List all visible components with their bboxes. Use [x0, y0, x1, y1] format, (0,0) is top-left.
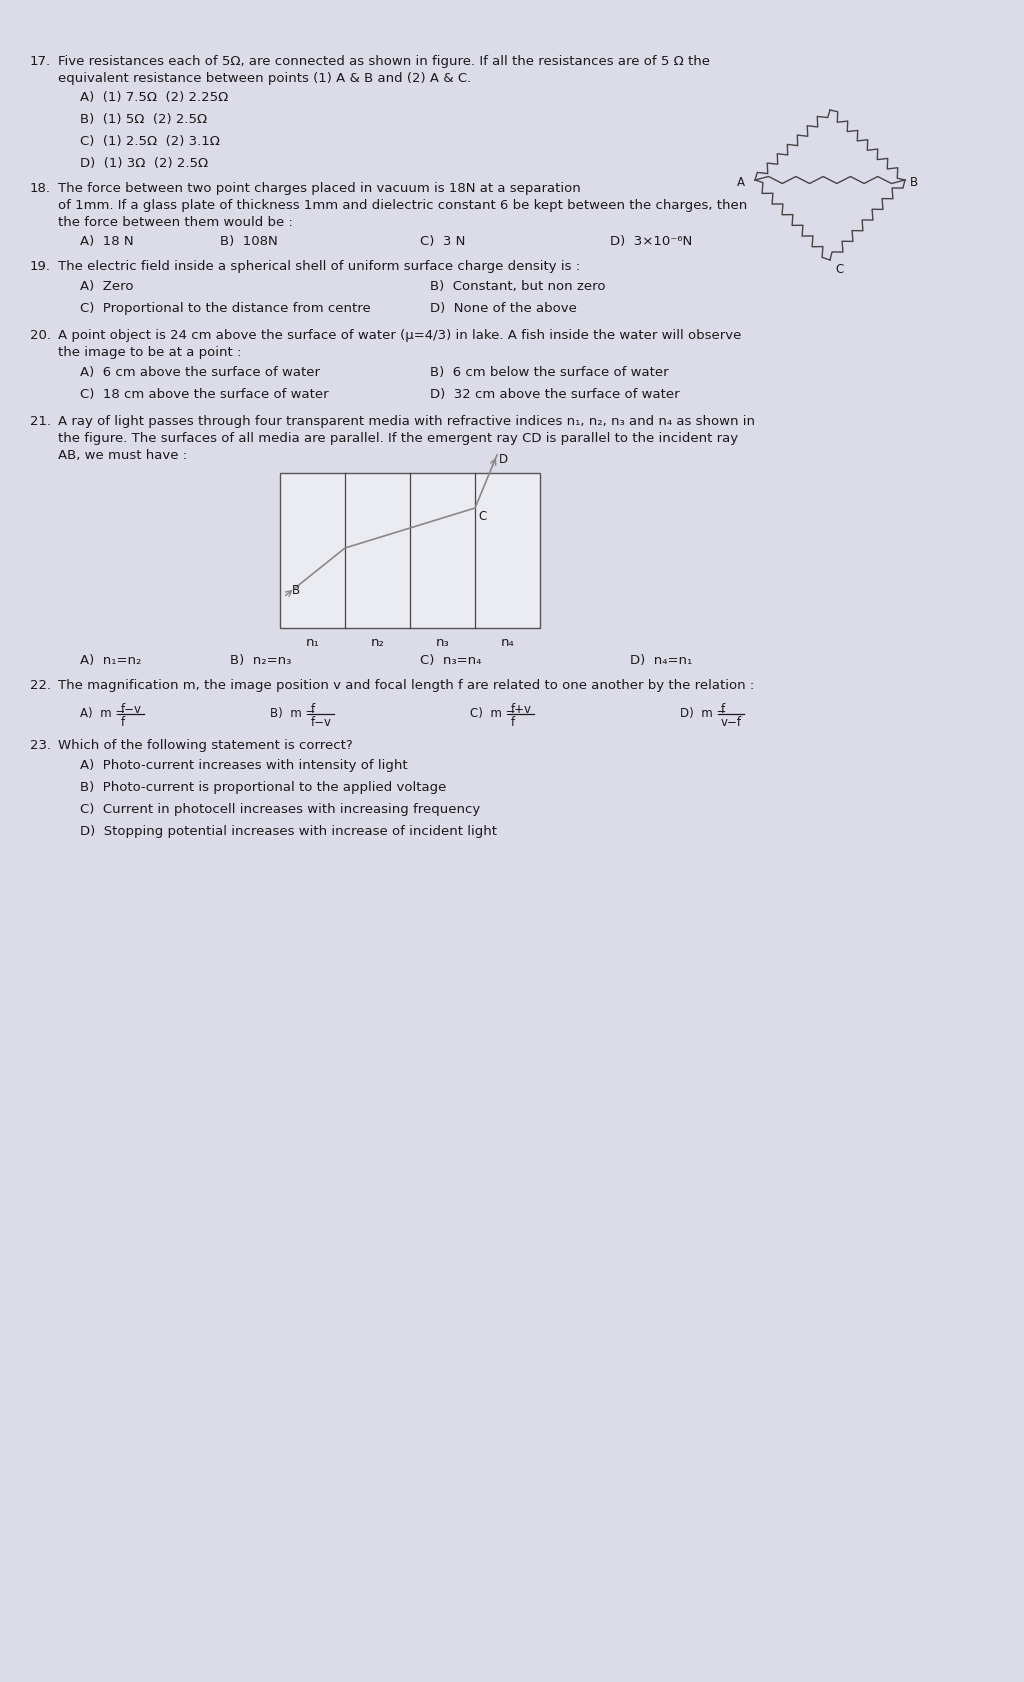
Text: D)  Stopping potential increases with increase of incident light: D) Stopping potential increases with inc…: [80, 824, 497, 838]
Text: the force between them would be :: the force between them would be :: [58, 215, 293, 229]
Text: A)  m =: A) m =: [80, 706, 125, 720]
Text: A)  (1) 7.5Ω  (2) 2.25Ω: A) (1) 7.5Ω (2) 2.25Ω: [80, 91, 228, 104]
Text: 17.: 17.: [30, 56, 51, 67]
Text: n₁: n₁: [305, 636, 319, 649]
Bar: [280, 473, 540, 627]
Text: B: B: [910, 177, 919, 188]
Text: f: f: [510, 717, 514, 728]
Text: f: f: [121, 717, 125, 728]
Text: A)  Zero: A) Zero: [80, 279, 133, 293]
Text: B)  Photo-current is proportional to the applied voltage: B) Photo-current is proportional to the …: [80, 780, 446, 794]
Text: equivalent resistance between points (1) A & B and (2) A & C.: equivalent resistance between points (1)…: [58, 72, 471, 86]
Text: C)  (1) 2.5Ω  (2) 3.1Ω: C) (1) 2.5Ω (2) 3.1Ω: [80, 135, 220, 148]
Text: C)  m =: C) m =: [470, 706, 515, 720]
Text: A)  18 N: A) 18 N: [80, 235, 133, 247]
Text: A ray of light passes through four transparent media with refractive indices n₁,: A ray of light passes through four trans…: [58, 415, 755, 427]
Text: f−v: f−v: [310, 717, 332, 728]
Text: AB, we must have :: AB, we must have :: [58, 449, 187, 463]
Text: The electric field inside a spherical shell of uniform surface charge density is: The electric field inside a spherical sh…: [58, 261, 581, 272]
Text: 21.: 21.: [30, 415, 51, 427]
Text: B)  n₂=n₃: B) n₂=n₃: [230, 654, 292, 668]
Text: A)  Photo-current increases with intensity of light: A) Photo-current increases with intensit…: [80, 759, 408, 772]
Text: n₃: n₃: [435, 636, 450, 649]
Text: B: B: [292, 584, 300, 597]
Text: 20.: 20.: [30, 330, 51, 341]
Text: The force between two point charges placed in vacuum is 18N at a separation: The force between two point charges plac…: [58, 182, 581, 195]
Text: C)  18 cm above the surface of water: C) 18 cm above the surface of water: [80, 389, 329, 400]
Text: of 1mm. If a glass plate of thickness 1mm and dielectric constant 6 be kept betw: of 1mm. If a glass plate of thickness 1m…: [58, 198, 748, 212]
Text: B)  (1) 5Ω  (2) 2.5Ω: B) (1) 5Ω (2) 2.5Ω: [80, 113, 207, 126]
Text: A)  n₁=n₂: A) n₁=n₂: [80, 654, 141, 668]
Text: C)  Current in photocell increases with increasing frequency: C) Current in photocell increases with i…: [80, 802, 480, 816]
Text: the figure. The surfaces of all media are parallel. If the emergent ray CD is pa: the figure. The surfaces of all media ar…: [58, 432, 738, 446]
Text: B)  6 cm below the surface of water: B) 6 cm below the surface of water: [430, 367, 669, 378]
Text: Five resistances each of 5Ω, are connected as shown in figure. If all the resist: Five resistances each of 5Ω, are connect…: [58, 56, 710, 67]
Text: C: C: [478, 510, 486, 523]
Text: v−f: v−f: [721, 717, 741, 728]
Text: n₄: n₄: [501, 636, 514, 649]
Text: D)  3×10⁻⁶N: D) 3×10⁻⁶N: [610, 235, 692, 247]
Text: D: D: [499, 452, 508, 466]
Text: D)  None of the above: D) None of the above: [430, 303, 577, 315]
Text: f: f: [721, 703, 725, 717]
Text: f: f: [310, 703, 314, 717]
Text: B)  m =: B) m =: [270, 706, 315, 720]
Text: C)  3 N: C) 3 N: [420, 235, 465, 247]
Text: D)  32 cm above the surface of water: D) 32 cm above the surface of water: [430, 389, 680, 400]
Text: C)  n₃=n₄: C) n₃=n₄: [420, 654, 481, 668]
Text: C)  Proportional to the distance from centre: C) Proportional to the distance from cen…: [80, 303, 371, 315]
Text: A point object is 24 cm above the surface of water (μ=4/3) in lake. A fish insid: A point object is 24 cm above the surfac…: [58, 330, 741, 341]
Text: B)  108N: B) 108N: [220, 235, 278, 247]
Text: 19.: 19.: [30, 261, 51, 272]
Text: D)  m =: D) m =: [680, 706, 726, 720]
Text: C: C: [835, 262, 843, 276]
Text: 18.: 18.: [30, 182, 51, 195]
Text: D)  (1) 3Ω  (2) 2.5Ω: D) (1) 3Ω (2) 2.5Ω: [80, 156, 208, 170]
Text: The magnification m, the image position v and focal length f are related to one : The magnification m, the image position …: [58, 680, 755, 691]
Text: the image to be at a point :: the image to be at a point :: [58, 346, 242, 358]
Text: n₂: n₂: [371, 636, 384, 649]
Text: A: A: [737, 177, 745, 188]
Text: f+v: f+v: [510, 703, 531, 717]
Text: Which of the following statement is correct?: Which of the following statement is corr…: [58, 738, 352, 752]
Text: B)  Constant, but non zero: B) Constant, but non zero: [430, 279, 605, 293]
Text: A)  6 cm above the surface of water: A) 6 cm above the surface of water: [80, 367, 319, 378]
Text: D)  n₄=n₁: D) n₄=n₁: [630, 654, 692, 668]
Text: 23.: 23.: [30, 738, 51, 752]
Text: 22.: 22.: [30, 680, 51, 691]
Text: f−v: f−v: [121, 703, 141, 717]
